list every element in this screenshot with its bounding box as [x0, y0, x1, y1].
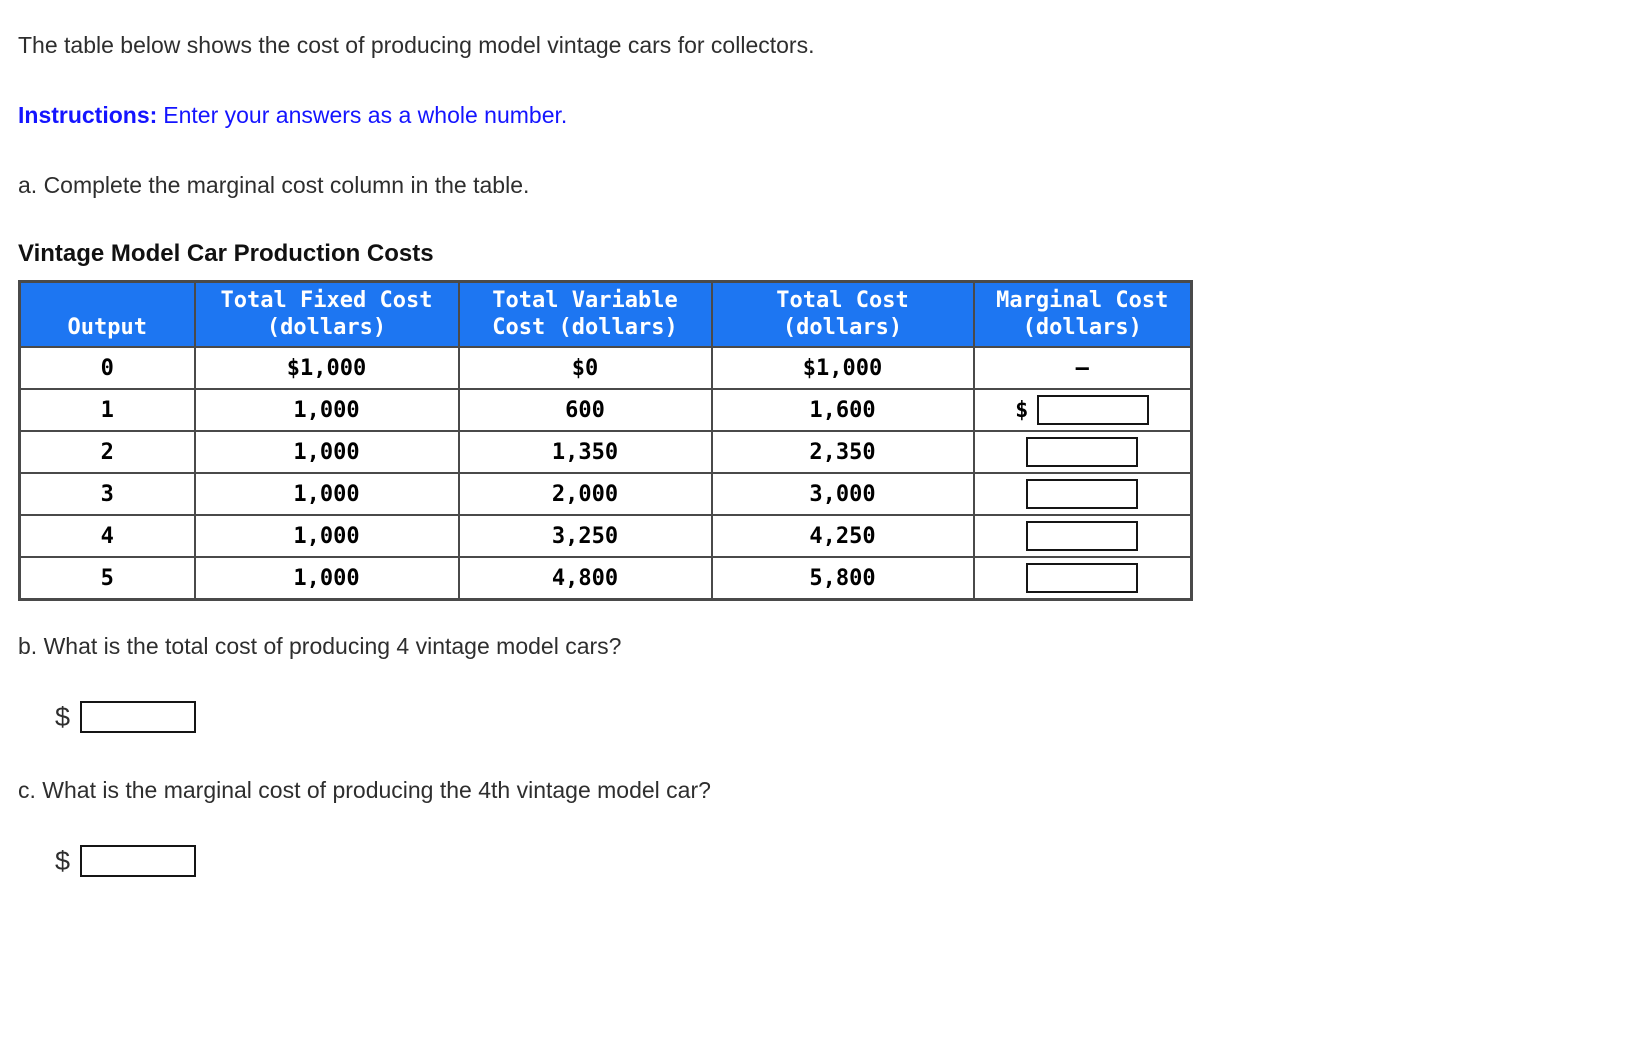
output-cell: 5: [18, 556, 196, 601]
column-header-total-variable-cost: Total Variable Cost (dollars): [457, 280, 713, 348]
part-a-text: a. Complete the marginal cost column in …: [18, 172, 530, 198]
intro-text: The table below shows the cost of produc…: [18, 32, 815, 58]
table-title: Vintage Model Car Production Costs: [18, 240, 434, 267]
total-cost-cell: 2,350: [710, 430, 975, 474]
total-cost-cell: 4,250: [710, 514, 975, 558]
header-row: Output Total Fixed Cost (dollars) Total V…: [18, 280, 1193, 348]
dollar-sign: $: [1015, 397, 1029, 423]
fixed-cost-cell: 1,000: [193, 514, 460, 558]
table-row: 3 1,000 2,000 3,000: [18, 472, 1193, 516]
marginal-cost-input-4[interactable]: [1026, 521, 1139, 551]
marginal-cost-cell: [972, 430, 1193, 474]
cost-table: Output Total Fixed Cost (dollars) Total V…: [18, 280, 1193, 601]
part-b-text: b. What is the total cost of producing 4…: [18, 633, 622, 659]
marginal-cost-input-3[interactable]: [1026, 479, 1139, 509]
header-line: (dollars): [266, 315, 387, 340]
marginal-cost-cell: [972, 514, 1193, 558]
header-line: Total Fixed Cost: [220, 288, 433, 313]
variable-cost-cell: $0: [457, 346, 713, 390]
header-line: Output: [67, 315, 147, 340]
column-header-total-fixed-cost: Total Fixed Cost (dollars): [193, 280, 460, 348]
marginal-dash: –: [1075, 355, 1089, 381]
fixed-cost-cell: 1,000: [193, 556, 460, 601]
marginal-cost-cell: [972, 556, 1193, 601]
table-row: 2 1,000 1,350 2,350: [18, 430, 1193, 474]
marginal-cost-input-1[interactable]: [1037, 395, 1150, 425]
column-header-output: Output: [18, 280, 196, 348]
answer-b-row: $: [55, 701, 1632, 733]
header-line: (dollars): [782, 315, 903, 340]
marginal-cost-cell: [972, 472, 1193, 516]
output-cell: 1: [18, 388, 196, 432]
instructions-label: Instructions:: [18, 102, 158, 128]
fixed-cost-cell: 1,000: [193, 430, 460, 474]
marginal-cost-input-5[interactable]: [1026, 563, 1139, 593]
header-line: (dollars): [1022, 315, 1142, 340]
header-line: Cost (dollars): [492, 315, 678, 340]
output-cell: 4: [18, 514, 196, 558]
instructions-text: Instructions: Enter your answers as a who…: [18, 100, 1632, 130]
variable-cost-cell: 2,000: [457, 472, 713, 516]
answer-c-row: $: [55, 845, 1632, 877]
dollar-sign: $: [55, 701, 71, 732]
total-cost-cell: 3,000: [710, 472, 975, 516]
dollar-sign: $: [55, 845, 71, 876]
table-row: 1 1,000 600 1,600 $: [18, 388, 1193, 432]
total-cost-cell: 1,600: [710, 388, 975, 432]
header-line: Marginal Cost: [996, 288, 1169, 313]
marginal-cost-input-2[interactable]: [1026, 437, 1139, 467]
total-cost-cell: 5,800: [710, 556, 975, 601]
variable-cost-cell: 3,250: [457, 514, 713, 558]
output-cell: 2: [18, 430, 196, 474]
output-cell: 0: [18, 346, 196, 390]
fixed-cost-cell: $1,000: [193, 346, 460, 390]
header-line: Total Variable: [492, 288, 678, 313]
table-row: 0 $1,000 $0 $1,000 –: [18, 346, 1193, 390]
variable-cost-cell: 1,350: [457, 430, 713, 474]
marginal-cost-cell: $: [972, 388, 1193, 432]
output-cell: 3: [18, 472, 196, 516]
answer-c-input[interactable]: [80, 845, 197, 877]
marginal-cost-cell: –: [972, 346, 1193, 390]
instructions-body: Enter your answers as a whole number.: [163, 102, 568, 128]
variable-cost-cell: 600: [457, 388, 713, 432]
table-row: 5 1,000 4,800 5,800: [18, 556, 1193, 601]
table-row: 4 1,000 3,250 4,250: [18, 514, 1193, 558]
fixed-cost-cell: 1,000: [193, 388, 460, 432]
part-c-text: c. What is the marginal cost of producin…: [18, 777, 711, 803]
total-cost-cell: $1,000: [710, 346, 975, 390]
column-header-total-cost: Total Cost (dollars): [710, 280, 975, 348]
variable-cost-cell: 4,800: [457, 556, 713, 601]
fixed-cost-cell: 1,000: [193, 472, 460, 516]
answer-b-input[interactable]: [80, 701, 197, 733]
header-line: Total Cost: [776, 288, 909, 313]
column-header-marginal-cost: Marginal Cost (dollars): [972, 280, 1193, 348]
question-page: The table below shows the cost of produc…: [18, 32, 1632, 877]
